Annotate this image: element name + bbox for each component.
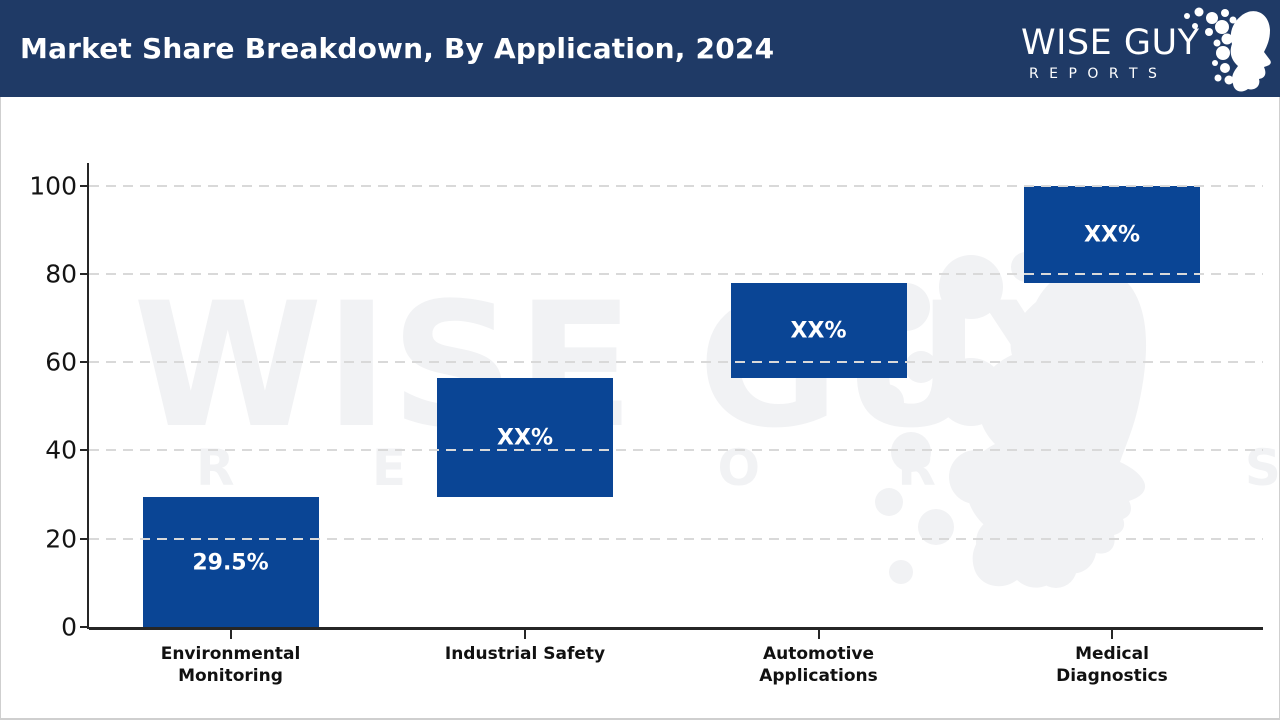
category-label-1: Industrial Safety <box>395 643 655 665</box>
bar-medical-diagnostics <box>1024 185 1200 283</box>
y-tick-label-40: 40 <box>45 435 77 465</box>
x-tick-2 <box>817 630 820 639</box>
gridline-20 <box>89 537 1263 540</box>
y-tick-label-80: 80 <box>45 259 77 289</box>
bar-environmental-monitoring <box>142 496 319 627</box>
category-label-0: Environmental Monitoring <box>101 643 361 687</box>
y-tick-80 <box>80 272 89 275</box>
bar-value-label: XX% <box>497 425 553 451</box>
category-label-3: Medical Diagnostics <box>982 643 1242 687</box>
y-tick-0 <box>80 626 89 628</box>
gridline-60 <box>89 361 1263 364</box>
category-label-line: Automotive <box>762 644 875 664</box>
bar-value-label: 29.5% <box>192 550 269 576</box>
logo-sub-wordmark: R E P O R T S <box>1029 66 1160 82</box>
category-label-2: Automotive Applications <box>689 643 949 687</box>
x-tick-1 <box>524 630 526 639</box>
header-bar: Market Share Breakdown, By Application, … <box>0 0 1280 97</box>
page-title: Market Share Breakdown, By Application, … <box>20 32 775 65</box>
y-tick-label-100: 100 <box>29 171 77 200</box>
x-tick-3 <box>1111 630 1113 639</box>
x-tick-0 <box>229 630 232 639</box>
category-label-line: Applications <box>759 666 878 686</box>
chart-area: WISE GUY R E P O R T S 0 20 40 60 80 100 29.5%… <box>0 97 1280 720</box>
category-label-line: Environmental <box>160 644 301 664</box>
y-tick-40 <box>80 449 89 452</box>
category-label-line: Diagnostics <box>1056 666 1168 686</box>
category-label-line: Monitoring <box>178 666 283 686</box>
gridline-100 <box>89 184 1263 187</box>
y-tick-60 <box>80 361 89 364</box>
gridline-40 <box>89 449 1263 452</box>
category-label-line: Medical <box>1075 644 1149 664</box>
y-tick-label-0: 0 <box>61 612 77 642</box>
y-tick-100 <box>80 184 89 187</box>
y-tick-20 <box>80 537 89 540</box>
y-tick-label-60: 60 <box>45 347 77 377</box>
bar-industrial-safety <box>437 377 613 497</box>
logo-dots <box>1184 7 1237 84</box>
x-axis-spine <box>89 627 1263 630</box>
wise-guy-logo: WISE GUY R E P O R T S <box>1021 7 1271 91</box>
gridline-80 <box>89 272 1263 275</box>
bar-value-label: XX% <box>1084 222 1140 248</box>
y-axis-spine <box>87 163 89 629</box>
bar-value-label: XX% <box>790 318 847 344</box>
category-label-line: Industrial Safety <box>444 644 606 664</box>
plot: 0 20 40 60 80 100 29.5% Environmental Monitoring… <box>1 97 1279 718</box>
logo-face-silhouette <box>1230 10 1271 91</box>
logo-wordmark: WISE GUY <box>1021 23 1200 63</box>
y-tick-label-20: 20 <box>45 524 77 554</box>
